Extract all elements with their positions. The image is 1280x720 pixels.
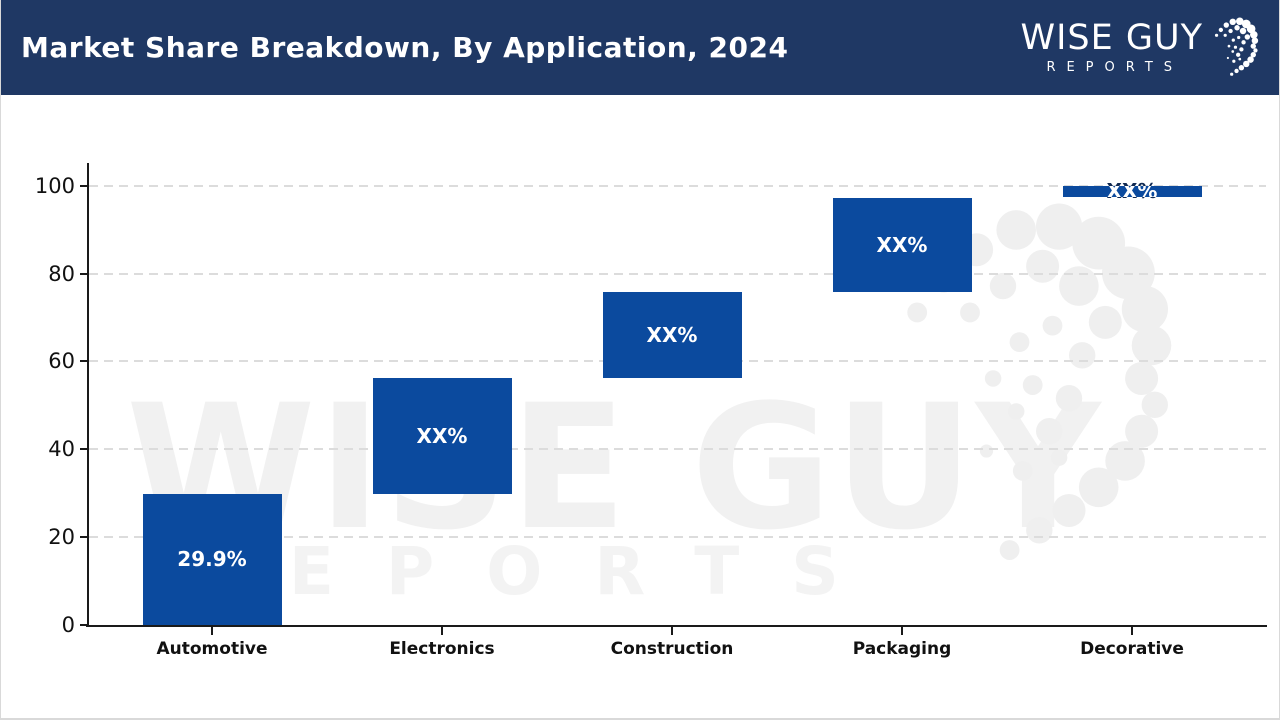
y-tick-label-60: 60 [48, 349, 75, 374]
chart-title: Market Share Breakdown, By Application, … [21, 31, 789, 64]
x-tick-label-construction: Construction [610, 639, 734, 659]
gridline-y-80 [89, 272, 1266, 275]
brand-logo-text: WISE GUY REPORTS [1020, 17, 1203, 75]
y-tick-mark-80 [80, 272, 88, 275]
gridline-y-100 [89, 184, 1266, 187]
gridline-y-40 [89, 448, 1266, 451]
bar-value-label: XX% [876, 233, 928, 258]
bar-automotive: 29.9% [142, 493, 282, 625]
y-tick-mark-40 [80, 448, 88, 451]
y-tick-label-20: 20 [48, 525, 75, 550]
bar-decorative: XX% [1062, 185, 1202, 197]
chart-plot-area: WISE GUY REPORTS 0 20 40 60 80 100 Automotive E… [1, 95, 1280, 720]
x-tick-label-electronics: Electronics [389, 639, 495, 659]
x-tick-mark-automotive [211, 627, 213, 635]
bar-value-label: XX% [646, 323, 698, 348]
brand-name: WISE GUY [1020, 17, 1203, 58]
gridline-y-20 [89, 536, 1266, 539]
x-tick-label-packaging: Packaging [852, 639, 952, 659]
x-axis-line [86, 625, 1267, 627]
bar-value-label: 29.9% [177, 547, 247, 572]
header-bar: Market Share Breakdown, By Application, … [1, 0, 1279, 95]
brand-logo: WISE GUY REPORTS [1020, 6, 1263, 90]
x-tick-mark-electronics [441, 627, 443, 635]
y-tick-mark-0 [80, 624, 88, 626]
x-tick-mark-decorative [1131, 627, 1133, 635]
dotted-face-icon [1214, 16, 1259, 76]
x-tick-label-decorative: Decorative [1080, 639, 1184, 659]
x-tick-label-automotive: Automotive [156, 639, 268, 659]
bar-construction: XX% [602, 292, 742, 379]
watermark-text-2: REPORTS [186, 533, 891, 610]
y-tick-label-40: 40 [48, 437, 75, 462]
y-tick-mark-100 [80, 184, 88, 187]
y-axis-line [87, 163, 89, 627]
y-tick-mark-20 [80, 536, 88, 539]
x-tick-mark-packaging [901, 627, 903, 635]
y-tick-mark-60 [80, 360, 88, 363]
bar-value-label: XX% [1107, 186, 1158, 197]
y-tick-label-80: 80 [48, 261, 75, 286]
x-tick-mark-construction [671, 627, 673, 635]
y-tick-label-100: 100 [34, 173, 75, 198]
bar-value-label: XX% [416, 423, 468, 448]
brand-subname: REPORTS [1046, 59, 1184, 75]
bar-electronics: XX% [372, 378, 512, 494]
y-tick-label-0: 0 [61, 613, 75, 637]
bar-packaging: XX% [832, 198, 972, 293]
